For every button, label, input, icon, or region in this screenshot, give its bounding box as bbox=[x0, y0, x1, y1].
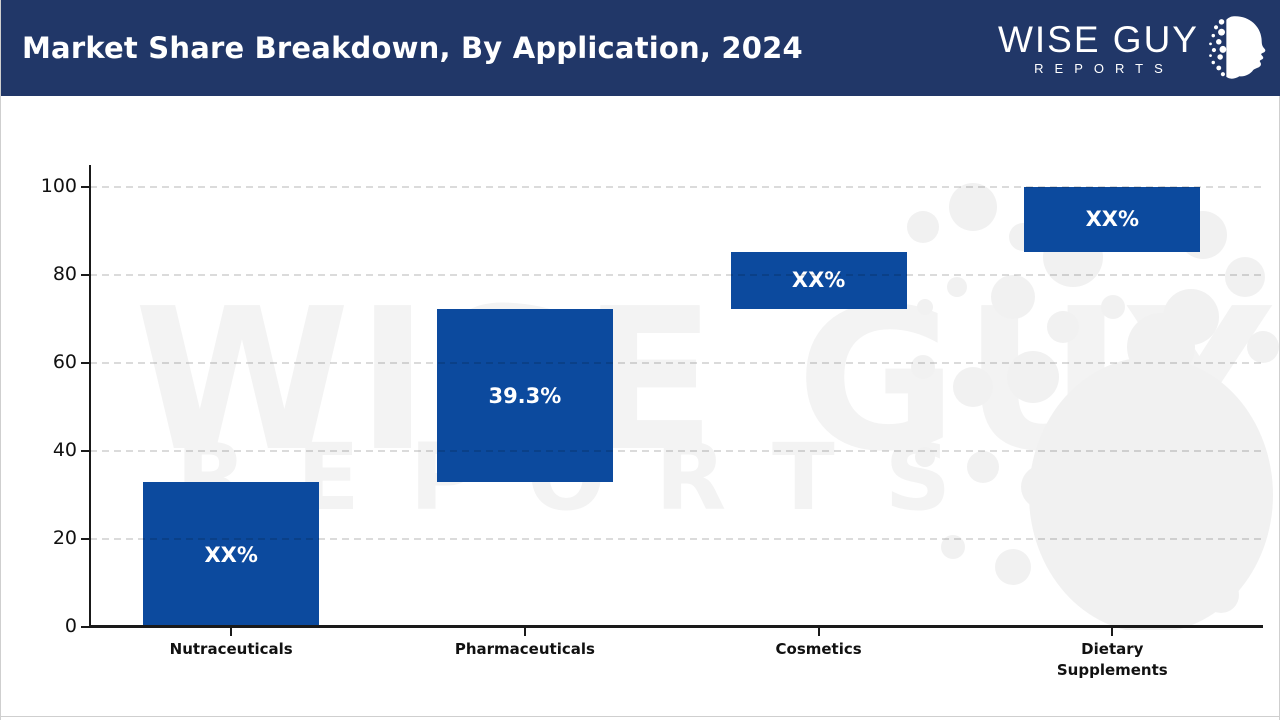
y-tick-mark bbox=[81, 538, 90, 540]
y-tick-mark bbox=[81, 626, 90, 628]
x-tick-mark bbox=[817, 628, 820, 636]
y-tick-label: 80 bbox=[52, 263, 77, 285]
gridline-y80 bbox=[90, 274, 1263, 276]
y-tick-label: 20 bbox=[52, 527, 77, 549]
bar-value-label: XX% bbox=[1085, 207, 1140, 232]
logo-head-icon bbox=[1209, 16, 1266, 79]
gridline-y20 bbox=[90, 538, 1263, 540]
y-tick-mark bbox=[81, 274, 90, 276]
logo-text: WISE GUY REPORTS bbox=[998, 21, 1199, 76]
bar-pharmaceuticals: 39.3% bbox=[436, 309, 613, 483]
y-tick-mark bbox=[81, 362, 90, 364]
logo-subtitle: REPORTS bbox=[1034, 60, 1174, 76]
bar-value-label: 39.3% bbox=[488, 383, 562, 408]
bar-dietary-supplements: XX% bbox=[1024, 187, 1201, 252]
y-tick-label: 60 bbox=[52, 351, 77, 373]
gridline-y40 bbox=[90, 450, 1263, 452]
y-tick-mark bbox=[81, 186, 90, 188]
bar-nutraceuticals: XX% bbox=[143, 482, 320, 627]
page-title: Market Share Breakdown, By Application, … bbox=[22, 31, 803, 65]
bottom-border-line bbox=[1, 716, 1280, 717]
bar-cosmetics: XX% bbox=[730, 251, 907, 310]
y-tick-mark bbox=[81, 450, 90, 452]
x-tick-mark bbox=[1111, 628, 1114, 636]
gridline-y60 bbox=[90, 362, 1263, 364]
x-axis-line bbox=[89, 625, 1263, 628]
bar-value-label: XX% bbox=[204, 542, 258, 567]
x-category-label: Dietary Supplements bbox=[1056, 640, 1168, 679]
x-tick-mark bbox=[523, 628, 526, 636]
y-tick-label: 0 bbox=[64, 615, 77, 637]
x-category-label: Cosmetics bbox=[775, 640, 862, 658]
y-tick-label: 100 bbox=[40, 175, 77, 197]
x-category-label: Nutraceuticals bbox=[169, 640, 293, 658]
wiseguy-logo: WISE GUY REPORTS bbox=[998, 8, 1267, 88]
bar-value-label: XX% bbox=[791, 268, 846, 293]
y-axis-line bbox=[89, 165, 91, 627]
header-bar: Market Share Breakdown, By Application, … bbox=[1, 0, 1280, 96]
x-category-label: Pharmaceuticals bbox=[454, 640, 595, 658]
gridline-y100 bbox=[90, 186, 1263, 188]
logo-wordmark: WISE GUY bbox=[997, 18, 1199, 60]
x-tick-mark bbox=[230, 628, 233, 636]
y-tick-label: 40 bbox=[52, 439, 77, 461]
